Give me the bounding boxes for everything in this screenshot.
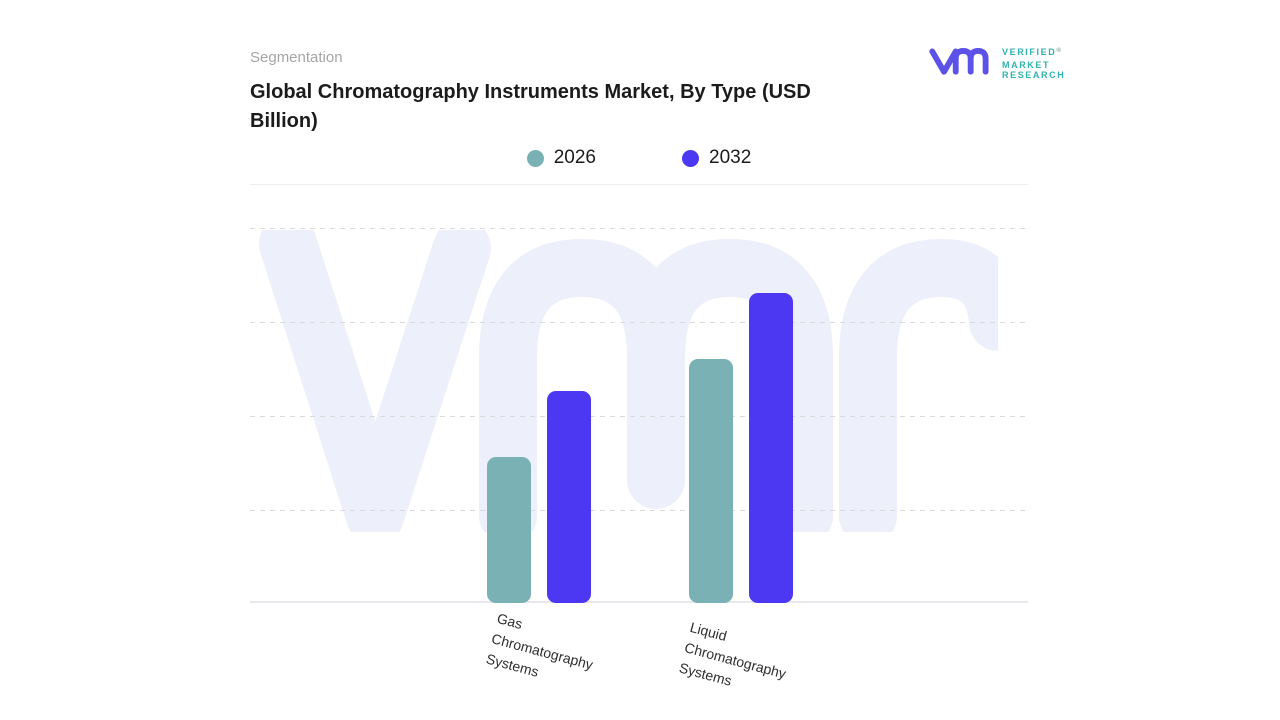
- legend-label-2032: 2032: [709, 147, 752, 168]
- legend-item-2032[interactable]: 2032: [682, 147, 751, 169]
- legend-divider: [250, 184, 1028, 185]
- bar-gas-2032[interactable]: [547, 391, 591, 603]
- bar-gas-2026[interactable]: [487, 457, 531, 603]
- logo-line-verified: VERIFIED: [1002, 47, 1057, 57]
- x-axis-label-liquid: Liquid Chromatography Systems: [677, 617, 794, 705]
- x-axis-line: [250, 601, 1028, 603]
- legend-dot-2026-icon: [526, 149, 544, 167]
- chart-title: Global Chromatography Instruments Market…: [250, 81, 811, 132]
- plot-area: Gas Chromatography Systems Liquid Chromatogr…: [250, 186, 1028, 689]
- gridline: [250, 322, 1028, 323]
- vmr-watermark-icon: [259, 230, 998, 532]
- vmr-logo-wordmark: VERIFIED® MARKET RESEARCH: [1002, 47, 1065, 81]
- bar-liquid-2032[interactable]: [749, 293, 793, 603]
- legend-dot-2032-icon: [682, 149, 699, 167]
- x-axis-label-gas: Gas Chromatography Systems: [484, 608, 601, 696]
- bar-liquid-2026[interactable]: [689, 359, 733, 603]
- logo-line-research: RESEARCH: [1002, 70, 1066, 80]
- logo-line-market: MARKET: [1002, 59, 1051, 70]
- chart-legend: 2026 2032: [250, 147, 1028, 169]
- vmr-logo-icon: [929, 48, 989, 75]
- legend-label-2026: 2026: [553, 147, 596, 168]
- gridline: [250, 228, 1028, 229]
- registered-trademark-icon: ®: [1056, 47, 1062, 54]
- eyebrow-label: Segmentation: [250, 49, 343, 66]
- gridline: [250, 510, 1028, 511]
- gridline: [250, 416, 1028, 417]
- legend-item-2026[interactable]: 2026: [526, 147, 596, 169]
